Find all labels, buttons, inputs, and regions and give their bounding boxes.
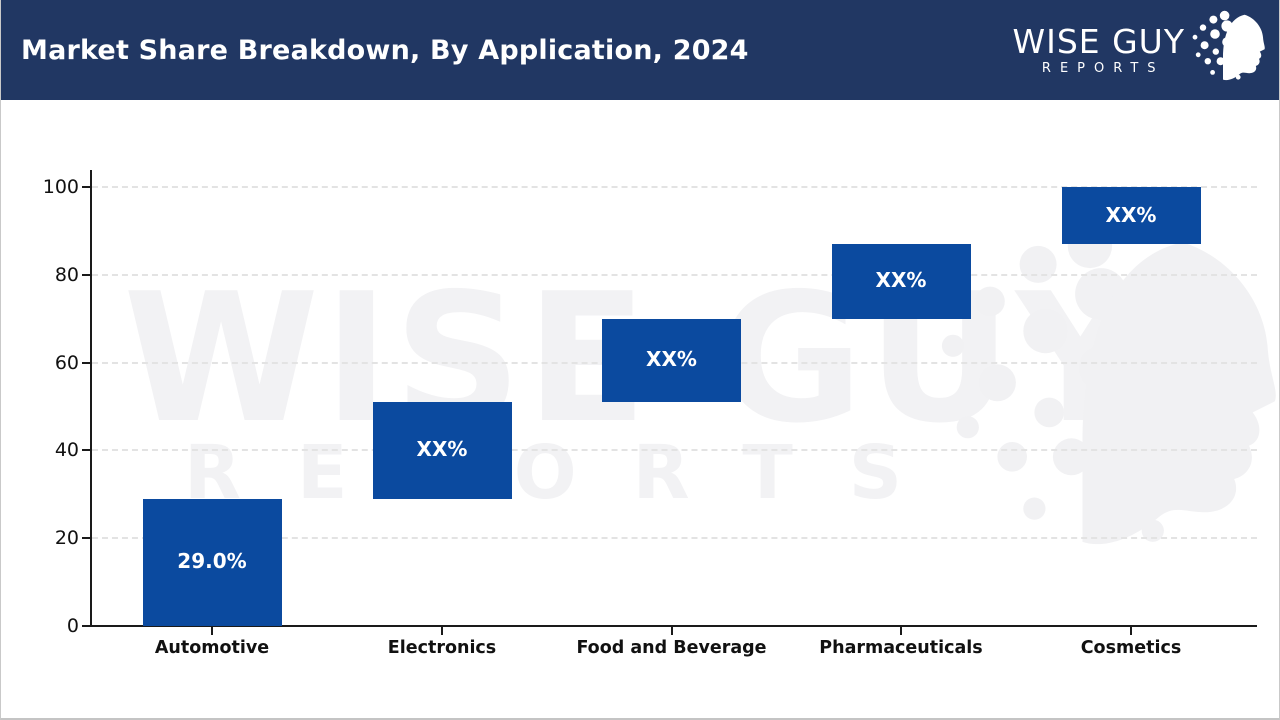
y-tick-label-60: 60: [54, 351, 79, 374]
bar-value-label-pharmaceuticals: XX%: [875, 268, 927, 293]
bar-cosmetics: [1061, 187, 1201, 245]
brand-subname: REPORTS: [1041, 61, 1165, 76]
y-tick-mark-0: [82, 625, 91, 627]
brand-name: WISE GUY: [1012, 22, 1185, 61]
x-tick-mark-food-and-beverage: [670, 627, 673, 635]
x-axis-label-cosmetics: Cosmetics: [1080, 638, 1182, 658]
y-tick-label-0: 0: [66, 615, 79, 637]
bar-value-label-electronics: XX%: [416, 437, 468, 462]
bar-value-label-cosmetics: XX%: [1105, 202, 1157, 227]
bar-value-label-automotive: 29.0%: [177, 549, 247, 574]
bar-food-and-beverage: [602, 318, 741, 403]
gridline-40: [92, 449, 1257, 452]
watermark-text-2: REPORTS: [184, 430, 959, 516]
x-tick-mark-automotive: [211, 627, 213, 635]
bar-electronics: [372, 402, 512, 499]
y-tick-label-40: 40: [54, 439, 79, 462]
y-tick-mark-100: [82, 186, 91, 188]
bar-value-label-food-and-beverage: XX%: [646, 347, 697, 372]
brand-wordmark: WISE GUY REPORTS: [1012, 25, 1185, 75]
y-tick-label-100: 100: [42, 176, 79, 198]
y-tick-label-80: 80: [54, 263, 79, 286]
y-tick-mark-40: [82, 449, 91, 452]
y-tick-label-20: 20: [54, 527, 79, 550]
bar-automotive: [142, 498, 282, 626]
header-bar: Market Share Breakdown, By Application, …: [1, 0, 1279, 100]
gridline-80: [92, 273, 1257, 276]
x-axis-label-food-and-beverage: Food and Beverage: [576, 638, 767, 658]
x-tick-mark-pharmaceuticals: [900, 627, 902, 635]
brand-logo: WISE GUY REPORTS: [1012, 7, 1267, 93]
brand-head-icon: [1192, 10, 1265, 81]
gridline-100: [92, 186, 1257, 188]
y-axis-line: [90, 170, 92, 627]
x-axis-line: [90, 625, 1257, 627]
page-title: Market Share Breakdown, By Application, …: [21, 34, 749, 66]
y-tick-mark-60: [82, 361, 91, 364]
y-tick-mark-20: [82, 537, 91, 540]
x-axis-label-automotive: Automotive: [154, 638, 270, 658]
waterfall-chart: 0 20 40 60 80 100 29.0% Automotive XX% Electronic…: [1, 100, 1279, 718]
x-axis-label-pharmaceuticals: Pharmaceuticals: [819, 638, 983, 658]
gridline-20: [92, 537, 1257, 540]
bar-pharmaceuticals: [831, 244, 971, 319]
y-tick-mark-80: [82, 273, 91, 276]
x-axis-label-electronics: Electronics: [387, 638, 497, 658]
x-tick-mark-cosmetics: [1130, 627, 1132, 635]
x-tick-mark-electronics: [441, 627, 443, 635]
